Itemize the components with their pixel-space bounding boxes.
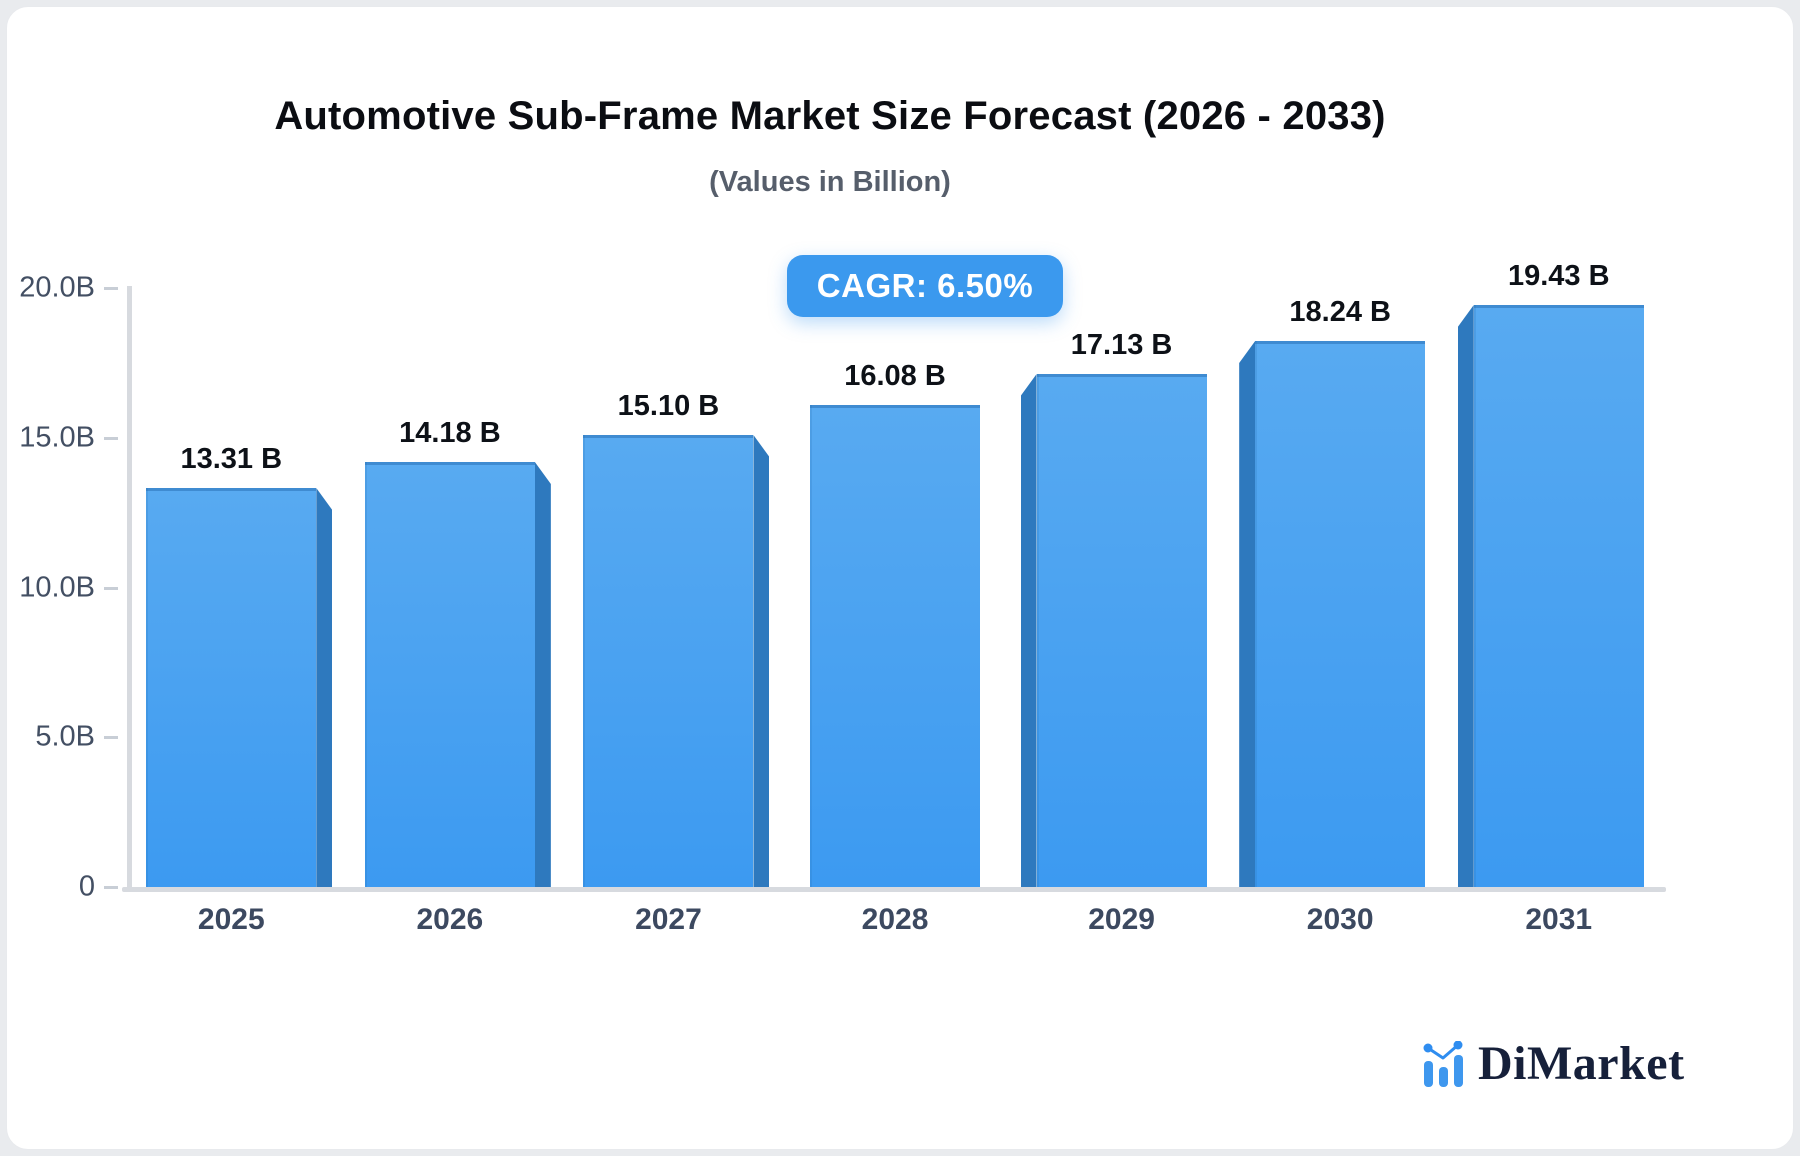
bar-slot: 16.08 B 2028 xyxy=(786,288,1005,936)
y-tick-label: 20.0B xyxy=(19,271,95,304)
bar-value-label: 16.08 B xyxy=(844,360,946,392)
y-tick-mark xyxy=(104,436,118,440)
bar: 17.13 B 2029 xyxy=(1020,329,1207,936)
bar: 16.08 B 2028 xyxy=(810,360,981,936)
bar: 18.24 B 2030 xyxy=(1239,296,1426,936)
bar-value-label: 19.43 B xyxy=(1507,260,1610,292)
x-category-label: 2026 xyxy=(416,903,484,936)
x-category-label: 2025 xyxy=(197,903,265,936)
bar: 15.10 B 2027 xyxy=(583,390,770,936)
bar-value-label: 18.24 B xyxy=(1289,296,1391,328)
bar-value-label: 14.18 B xyxy=(399,417,501,449)
bar-3d-side xyxy=(1020,374,1037,887)
bar-face xyxy=(583,435,754,887)
mini-bar-chart-icon xyxy=(1423,1041,1463,1087)
chart-subtitle: (Values in Billion) xyxy=(709,166,951,198)
bar-slot: 17.13 B 2029 xyxy=(1004,288,1223,936)
y-tick-mark xyxy=(104,736,118,740)
bar-face xyxy=(810,405,981,887)
y-tick-mark xyxy=(104,586,118,590)
bar-face xyxy=(1036,374,1207,887)
x-category-label: 2029 xyxy=(1088,903,1155,936)
bar-face xyxy=(146,488,317,887)
bar-3d-side xyxy=(1457,305,1474,887)
bar: 13.31 B 2025 xyxy=(146,443,333,936)
bar-face xyxy=(364,462,535,887)
y-axis-line xyxy=(127,286,132,889)
bar-3d-side xyxy=(1239,341,1256,887)
x-axis-baseline xyxy=(122,887,1666,892)
bar-value-label: 15.10 B xyxy=(617,390,720,422)
y-tick-mark xyxy=(104,886,118,889)
cagr-badge-label: CAGR: 6.50% xyxy=(816,267,1034,304)
y-tick-label: 0 xyxy=(78,870,95,903)
y-tick-label: 15.0B xyxy=(19,421,95,454)
bar-3d-side xyxy=(316,488,333,887)
bar-slot: 13.31 B 2025 xyxy=(130,288,349,936)
bar-slot: 14.18 B 2026 xyxy=(349,288,568,936)
bars-container: 13.31 B 2025 14.18 B 2026 15.10 B 2027 16.08 B… xyxy=(130,260,1660,936)
bar-3d-side xyxy=(534,462,551,887)
bar: 19.43 B 2031 xyxy=(1457,260,1644,936)
y-tick-label: 5.0B xyxy=(35,720,95,753)
bar-value-label: 13.31 B xyxy=(180,443,283,475)
bar-slot: 15.10 B 2027 xyxy=(567,288,786,936)
y-tick-label: 10.0B xyxy=(19,571,95,603)
bar-slot: 18.24 B 2030 xyxy=(1223,288,1442,936)
brand-logo-text: DiMarket xyxy=(1478,1037,1685,1090)
plot-area: 20.0B 15.0B 10.0B 5.0B 0 13.31 B 2025 14.18 B 2… xyxy=(19,260,1666,936)
x-category-label: 2031 xyxy=(1525,903,1593,936)
y-tick-mark xyxy=(104,287,118,290)
chart-title: Automotive Sub-Frame Market Size Forecas… xyxy=(274,94,1386,138)
bar-value-label: 17.13 B xyxy=(1070,329,1173,361)
x-category-label: 2027 xyxy=(635,903,702,936)
cagr-badge: CAGR: 6.50% xyxy=(787,255,1063,317)
brand-logo: DiMarket xyxy=(1422,1040,1685,1088)
x-category-label: 2028 xyxy=(861,903,929,936)
bar-3d-side xyxy=(753,435,770,887)
x-category-label: 2030 xyxy=(1306,903,1374,936)
bar-face xyxy=(1473,305,1644,887)
bar-face xyxy=(1255,341,1426,887)
bar-slot: 19.43 B 2031 xyxy=(1441,260,1660,936)
bar: 14.18 B 2026 xyxy=(364,417,551,936)
